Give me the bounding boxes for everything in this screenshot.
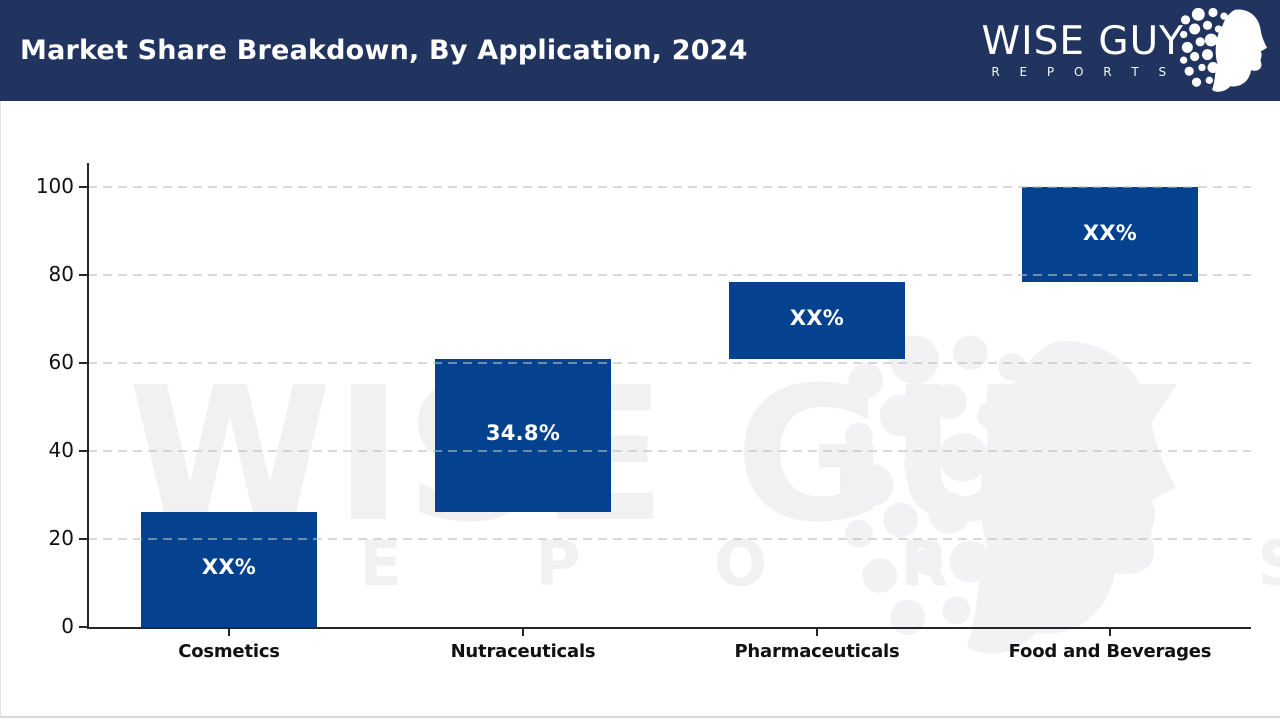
y-tick-60 [79,362,88,364]
header: Market Share Breakdown, By Application, … [0,0,1280,101]
bottom-border [0,716,1280,718]
x-tick-pharmaceuticals [816,629,818,636]
brand-logo-text: WISE GUY R E P O R T S [982,22,1184,79]
category-label-food-and-beverages: Food and Beverages [1008,641,1212,662]
gridline-40 [88,450,1251,452]
x-tick-food-and-beverages [1109,629,1111,636]
bar-food-and-beverages [1022,187,1198,283]
bar-nutraceuticals [435,358,611,512]
bar-value-label-food-and-beverages: XX% [1082,220,1138,245]
bar-value-label-cosmetics: XX% [201,555,257,580]
watermark-head-icon [844,335,1176,654]
y-tick-0 [79,626,88,628]
gridline-80 [88,274,1251,276]
y-tick-label-100: 100 [35,174,74,198]
gridline-20 [88,538,1251,540]
y-tick-40 [79,450,88,452]
gridline-60 [88,362,1251,364]
y-tick-80 [79,274,88,276]
y-tick-label-0: 0 [61,614,74,638]
y-tick-label-40: 40 [48,438,74,462]
x-tick-nutraceuticals [522,629,524,636]
category-label-pharmaceuticals: Pharmaceuticals [734,641,900,662]
left-border [0,101,1,716]
x-axis-line [87,627,1251,629]
brand-subtitle: R E P O R T S [991,65,1175,79]
brand-logo: WISE GUY R E P O R T S [982,7,1280,95]
y-axis-line [87,163,89,629]
page-title: Market Share Breakdown, By Application, … [20,35,748,66]
brand-name: WISE GUY [981,19,1184,64]
category-label-cosmetics: Cosmetics [178,641,280,662]
wiseguy-head-icon [1180,7,1268,92]
gridline-100 [88,186,1251,188]
y-tick-label-60: 60 [48,350,74,374]
y-tick-label-20: 20 [48,526,74,550]
category-label-nutraceuticals: Nutraceuticals [450,641,596,662]
y-tick-20 [79,538,88,540]
y-tick-label-80: 80 [48,262,74,286]
bar-cosmetics [141,511,317,627]
y-tick-100 [79,186,88,188]
bar-value-label-nutraceuticals: 34.8% [485,421,561,446]
bar-value-label-pharmaceuticals: XX% [789,306,845,331]
bar-pharmaceuticals [729,282,905,359]
x-tick-cosmetics [228,629,230,636]
